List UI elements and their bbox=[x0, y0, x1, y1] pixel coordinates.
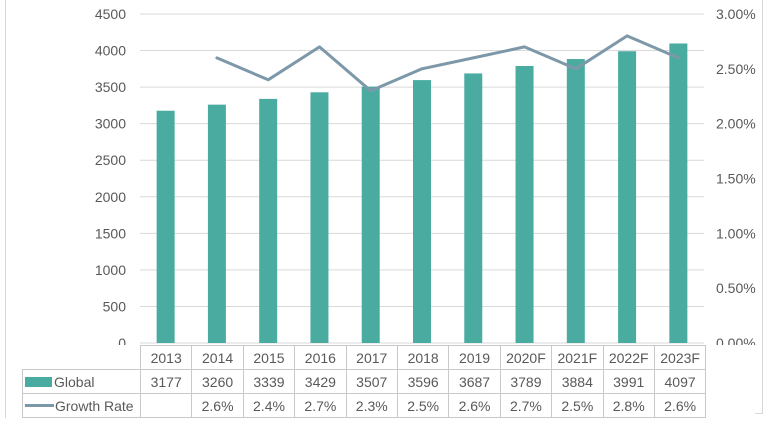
right-axis-tick-label: 0.50% bbox=[716, 280, 756, 296]
global-value-cell: 3991 bbox=[602, 369, 655, 394]
right-axis-tick-label: 0.00% bbox=[716, 335, 756, 345]
combo-chart-plot-area: 0 500 1000 1500 2000 2500 3000 3500 4000 4500 0.00… bbox=[95, 6, 756, 345]
category-cell: 2022F bbox=[602, 345, 655, 370]
growth-rate-value-cell: 2.5% bbox=[396, 393, 450, 418]
global-value-cell: 3507 bbox=[345, 369, 398, 394]
category-cell: 2019 bbox=[448, 345, 501, 370]
left-axis-tick-label: 3500 bbox=[95, 79, 126, 95]
right-axis-tick-label: 1.00% bbox=[716, 225, 756, 241]
growth-rate-line[interactable] bbox=[215, 34, 680, 93]
global-value-cell: 3177 bbox=[139, 369, 193, 394]
left-axis-tick-label: 1000 bbox=[95, 262, 126, 278]
growth-rate-legend-label: Growth Rate bbox=[55, 397, 134, 414]
growth-rate-value-cell: 2.5% bbox=[551, 393, 604, 418]
growth-rate-value-cell: 2.6% bbox=[653, 393, 707, 418]
global-bar-2021F[interactable] bbox=[566, 59, 585, 344]
category-cell: 2015 bbox=[242, 345, 296, 370]
chart-frame-border-right bbox=[762, 0, 763, 414]
global-bar-2023F[interactable] bbox=[669, 43, 688, 344]
category-cell: 2016 bbox=[294, 345, 347, 370]
left-axis-tick-label: 1500 bbox=[95, 225, 126, 241]
global-bar-legend-swatch bbox=[25, 376, 52, 387]
global-bar-2013[interactable] bbox=[156, 110, 175, 343]
growth-rate-value-cell: 2.7% bbox=[499, 393, 553, 418]
global-value-cell: 3687 bbox=[448, 369, 501, 394]
global-value-cell: 3339 bbox=[242, 369, 296, 394]
category-cell: 2018 bbox=[396, 345, 450, 370]
global-value-cell: 3260 bbox=[191, 369, 244, 394]
global-value-cell: 3429 bbox=[294, 369, 347, 394]
left-axis-tick-label: 4500 bbox=[95, 6, 126, 22]
left-axis-tick-label: 2500 bbox=[95, 152, 126, 168]
global-bar-2017[interactable] bbox=[361, 86, 380, 343]
growth-rate-value-cell: 2.8% bbox=[602, 393, 655, 418]
category-cell: 2017 bbox=[345, 345, 398, 370]
growth-rate-value-cell: 2.7% bbox=[294, 393, 347, 418]
category-cell: 2013 bbox=[139, 345, 193, 370]
global-bar-2016[interactable] bbox=[310, 92, 329, 343]
left-axis-tick-label: 3000 bbox=[95, 116, 126, 132]
global-value-cell: 3884 bbox=[551, 369, 604, 394]
chart-frame-corner bbox=[755, 413, 763, 414]
growth-rate-value-cell: 2.6% bbox=[448, 393, 501, 418]
right-axis-tick-label: 1.50% bbox=[716, 171, 756, 187]
category-row: 2013 2014 2015 2016 2017 2018 2019 2020F 2021F 20… bbox=[23, 345, 707, 370]
left-axis-tick-label: 500 bbox=[103, 298, 127, 314]
right-axis-tick-label: 2.50% bbox=[716, 61, 756, 77]
chart-data-table: 2013 2014 2015 2016 2017 2018 2019 2020F 2021F 20… bbox=[22, 345, 707, 418]
right-axis-tick-label: 2.00% bbox=[716, 116, 756, 132]
global-bar-2022F[interactable] bbox=[618, 51, 637, 343]
legend-item-growth-rate[interactable]: Growth Rate bbox=[22, 393, 141, 418]
growth-rate-value-cell: 2.3% bbox=[345, 393, 398, 418]
left-axis-tick-label: 2000 bbox=[95, 189, 126, 205]
growth-rate-row: Growth Rate 2.6% 2.4% 2.7% 2.3% 2.5% 2.6% 2.7%… bbox=[22, 393, 707, 418]
global-value-cell: 3789 bbox=[499, 369, 553, 394]
left-axis-tick-label: 4000 bbox=[95, 43, 126, 59]
global-bar-2018[interactable] bbox=[413, 80, 431, 344]
growth-rate-value-cell: 2.4% bbox=[242, 393, 296, 418]
growth-rate-value-cell: 2.6% bbox=[191, 393, 244, 418]
global-bar-2014[interactable] bbox=[207, 104, 226, 343]
global-bar-2019[interactable] bbox=[464, 73, 483, 343]
growth-rate-value-cell bbox=[139, 393, 193, 418]
legend-item-global[interactable]: Global bbox=[22, 369, 141, 394]
right-axis-tick-label: 3.00% bbox=[716, 6, 756, 22]
category-cell: 2014 bbox=[191, 345, 244, 370]
global-legend-label: Global bbox=[54, 373, 95, 390]
global-value-cell: 4097 bbox=[653, 369, 707, 394]
growth-rate-line-legend-swatch bbox=[25, 404, 54, 408]
global-bar-2020F[interactable] bbox=[515, 65, 534, 344]
category-cell: 2020F bbox=[499, 345, 553, 370]
left-axis-tick-label: 0 bbox=[118, 335, 126, 345]
chart-frame-border-left bbox=[5, 0, 6, 418]
table-corner-cell bbox=[23, 346, 141, 370]
category-cell: 2021F bbox=[551, 345, 604, 370]
global-row: Global 3177 3260 3339 3429 3507 3596 3687 3789 3… bbox=[22, 369, 707, 394]
global-value-cell: 3596 bbox=[396, 369, 450, 394]
global-bar-2015[interactable] bbox=[259, 98, 278, 343]
category-cell: 2023F bbox=[653, 345, 707, 370]
